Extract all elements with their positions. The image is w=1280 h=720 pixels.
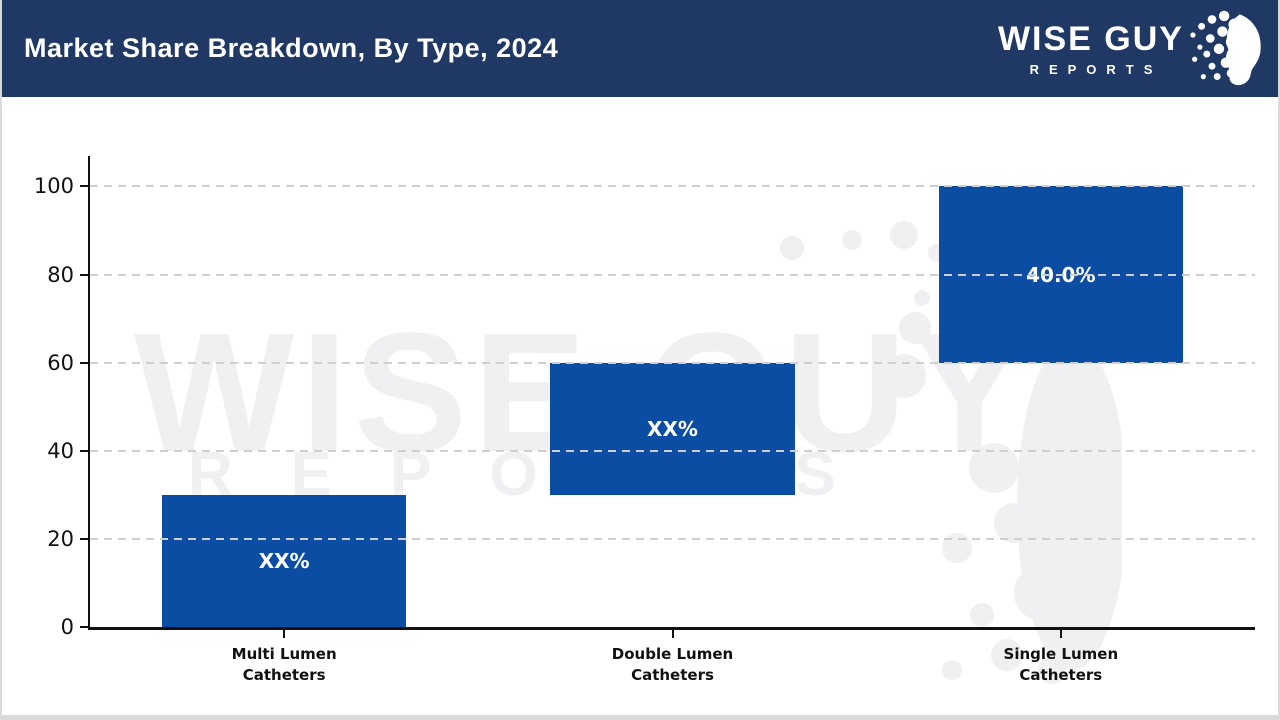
y-tick-label: 40 bbox=[47, 438, 74, 463]
y-tick-mark bbox=[80, 449, 88, 452]
logo-text: WISE GUY REPORTS bbox=[998, 20, 1184, 77]
x-tick-mark bbox=[283, 630, 286, 638]
y-tick-mark bbox=[80, 185, 88, 188]
gridline bbox=[90, 185, 1255, 188]
y-tick-label: 60 bbox=[47, 350, 74, 375]
page-title: Market Share Breakdown, By Type, 2024 bbox=[24, 33, 559, 63]
wiseguy-logo: WISE GUY REPORTS bbox=[998, 6, 1264, 90]
chart-area: WISE GUY REPORTS 0 20 40 60 80 100 XX% Multi Lu… bbox=[2, 97, 1278, 715]
y-tick-mark bbox=[80, 273, 88, 276]
logo-tagline: REPORTS bbox=[1029, 61, 1163, 77]
logo-face-icon bbox=[1190, 10, 1261, 86]
gridline bbox=[90, 361, 1255, 364]
gridline bbox=[90, 449, 1255, 452]
logo-name: WISE GUY bbox=[997, 19, 1184, 58]
x-tick-mark bbox=[671, 630, 674, 638]
x-tick-mark bbox=[1059, 630, 1062, 638]
bar: XX% bbox=[161, 494, 407, 627]
y-tick-mark bbox=[80, 537, 88, 540]
gridline bbox=[90, 537, 1255, 540]
y-tick-label: 80 bbox=[47, 262, 74, 287]
y-tick-mark bbox=[80, 626, 88, 628]
y-tick-label: 20 bbox=[47, 526, 74, 551]
bar-value-label: XX% bbox=[647, 416, 698, 441]
x-category-label: Single Lumen Catheters bbox=[1003, 645, 1119, 684]
gridline bbox=[90, 273, 1255, 276]
x-category-label: Multi Lumen Catheters bbox=[231, 645, 337, 684]
y-tick-label: 0 bbox=[60, 615, 74, 639]
plot-area: 0 20 40 60 80 100 XX% Multi Lumen Catheters XX% Do… bbox=[34, 156, 1255, 684]
x-category-label: Double Lumen Catheters bbox=[611, 645, 734, 684]
header: Market Share Breakdown, By Type, 2024 WI… bbox=[2, 0, 1278, 97]
bar-value-label: XX% bbox=[258, 548, 310, 573]
footer-strip bbox=[2, 715, 1278, 720]
y-tick-label: 100 bbox=[33, 174, 74, 199]
bar: XX% bbox=[550, 362, 795, 495]
y-tick-mark bbox=[80, 361, 88, 364]
x-axis-spine bbox=[88, 627, 1255, 630]
y-axis-spine bbox=[88, 156, 90, 629]
